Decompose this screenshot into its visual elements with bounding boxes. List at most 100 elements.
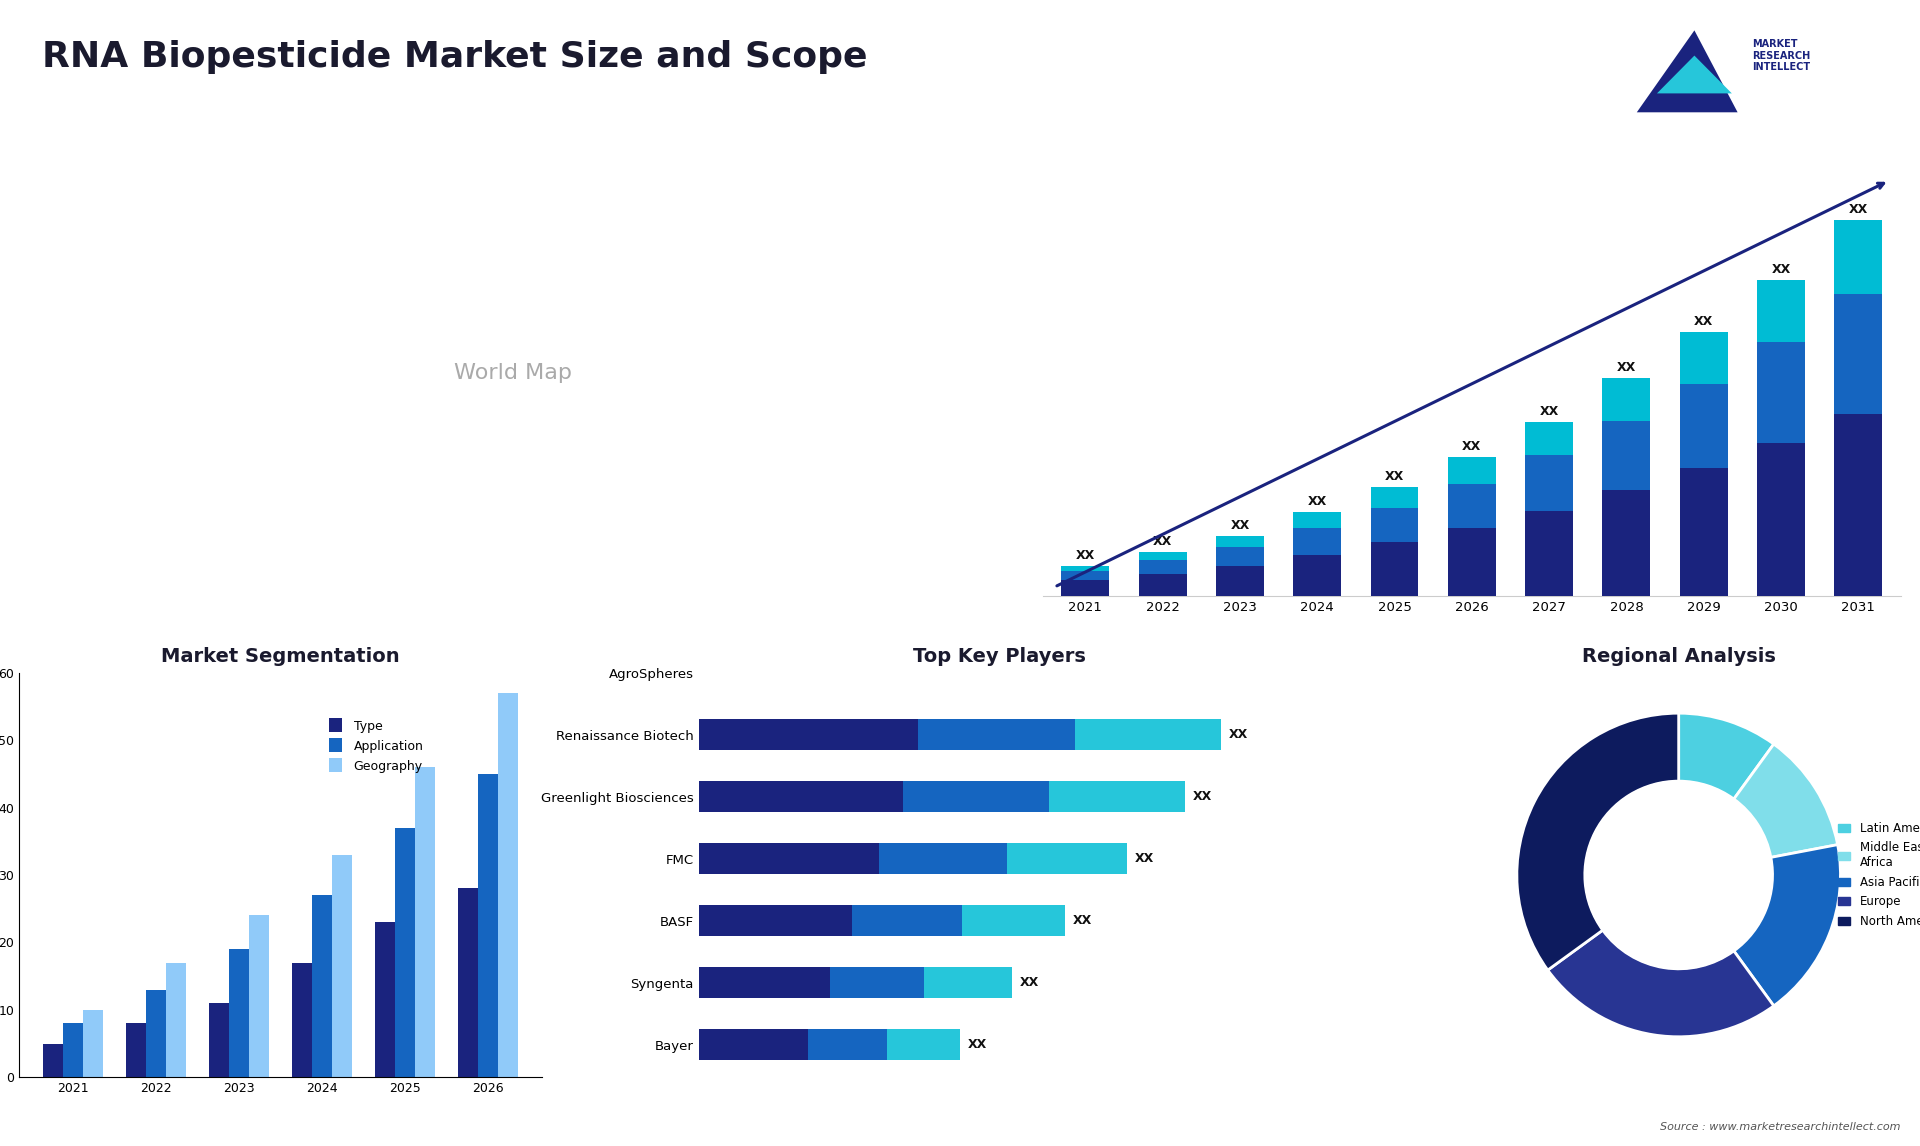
Polygon shape	[1636, 31, 1738, 112]
Wedge shape	[1548, 931, 1774, 1037]
Bar	[887, 1029, 960, 1060]
Legend: Latin America, Middle East &
Africa, Asia Pacific, Europe, North America: Latin America, Middle East & Africa, Asi…	[1837, 822, 1920, 928]
Bar	[699, 967, 829, 998]
Bar	[699, 720, 918, 751]
Text: XX: XX	[1231, 519, 1250, 532]
Bar	[1834, 295, 1882, 415]
Bar	[146, 990, 165, 1077]
Bar	[1215, 566, 1263, 596]
Bar	[879, 843, 1008, 874]
Text: XX: XX	[1075, 549, 1094, 562]
Bar	[127, 1023, 146, 1077]
Wedge shape	[1517, 713, 1678, 971]
Bar	[902, 782, 1048, 813]
Bar	[209, 1003, 228, 1077]
Bar	[1139, 559, 1187, 574]
Bar	[42, 1044, 63, 1077]
Bar	[1294, 512, 1342, 528]
Text: XX: XX	[1073, 915, 1092, 927]
Text: XX: XX	[968, 1038, 987, 1051]
Bar	[1371, 508, 1419, 542]
Bar	[1757, 342, 1805, 442]
Text: XX: XX	[1020, 976, 1039, 989]
Wedge shape	[1678, 713, 1774, 799]
Bar	[1757, 442, 1805, 596]
Bar	[924, 967, 1012, 998]
Bar	[374, 923, 396, 1077]
Bar	[699, 1029, 808, 1060]
Bar	[313, 895, 332, 1077]
Bar	[1524, 455, 1572, 511]
Bar	[1448, 457, 1496, 484]
Text: XX: XX	[1192, 791, 1212, 803]
Legend: Type, Application, Geography: Type, Application, Geography	[328, 720, 424, 772]
Bar	[1448, 484, 1496, 528]
Bar	[1215, 536, 1263, 547]
Text: XX: XX	[1617, 361, 1636, 374]
Bar	[1294, 555, 1342, 596]
Bar	[1603, 490, 1651, 596]
Bar	[1834, 220, 1882, 295]
Bar	[1371, 487, 1419, 508]
Bar	[829, 967, 924, 998]
Text: XX: XX	[1135, 853, 1154, 865]
Bar	[699, 782, 902, 813]
Bar	[1524, 511, 1572, 596]
Wedge shape	[1734, 845, 1841, 1006]
Bar	[1075, 720, 1221, 751]
Title: Regional Analysis: Regional Analysis	[1582, 646, 1776, 666]
Bar	[165, 963, 186, 1077]
Text: XX: XX	[1384, 470, 1404, 484]
Bar	[63, 1023, 83, 1077]
Text: XX: XX	[1693, 315, 1713, 328]
Bar	[396, 827, 415, 1077]
Text: XX: XX	[1229, 728, 1248, 741]
Text: RNA Biopesticide Market Size and Scope: RNA Biopesticide Market Size and Scope	[42, 40, 868, 74]
Bar	[1294, 528, 1342, 555]
Text: XX: XX	[1849, 203, 1868, 217]
Bar	[962, 905, 1064, 936]
Bar	[1048, 782, 1185, 813]
Text: XX: XX	[1308, 495, 1327, 509]
Polygon shape	[1657, 56, 1732, 93]
Bar	[415, 767, 436, 1077]
Bar	[1139, 552, 1187, 559]
Text: XX: XX	[1154, 535, 1173, 548]
Text: Source : www.marketresearchintellect.com: Source : www.marketresearchintellect.com	[1661, 1122, 1901, 1132]
Text: XX: XX	[1463, 440, 1482, 453]
Bar	[1603, 421, 1651, 490]
Bar	[459, 888, 478, 1077]
Bar	[478, 774, 497, 1077]
Bar	[1139, 574, 1187, 596]
Bar	[699, 905, 852, 936]
Title: Top Key Players: Top Key Players	[912, 646, 1085, 666]
Bar	[1062, 571, 1110, 580]
Bar	[852, 905, 962, 936]
Text: MARKET
RESEARCH
INTELLECT: MARKET RESEARCH INTELLECT	[1751, 39, 1811, 72]
Bar	[1603, 378, 1651, 421]
Bar	[250, 916, 269, 1077]
Bar	[1834, 415, 1882, 596]
Title: Market Segmentation: Market Segmentation	[161, 646, 399, 666]
Bar	[1680, 384, 1728, 468]
Text: XX: XX	[1772, 264, 1791, 276]
Bar	[83, 1010, 104, 1077]
Bar	[1008, 843, 1127, 874]
Circle shape	[1584, 782, 1772, 968]
Wedge shape	[1734, 744, 1837, 857]
Bar	[699, 843, 879, 874]
Bar	[1371, 542, 1419, 596]
Bar	[292, 963, 313, 1077]
Bar	[1062, 566, 1110, 571]
Bar	[1680, 468, 1728, 596]
Bar	[1524, 422, 1572, 455]
Bar	[1448, 528, 1496, 596]
Bar	[808, 1029, 887, 1060]
Bar	[497, 693, 518, 1077]
Bar	[1757, 280, 1805, 342]
Text: World Map: World Map	[453, 362, 572, 383]
Bar	[1062, 580, 1110, 596]
Bar	[1215, 547, 1263, 566]
Text: XX: XX	[1540, 406, 1559, 418]
Bar	[1680, 332, 1728, 384]
